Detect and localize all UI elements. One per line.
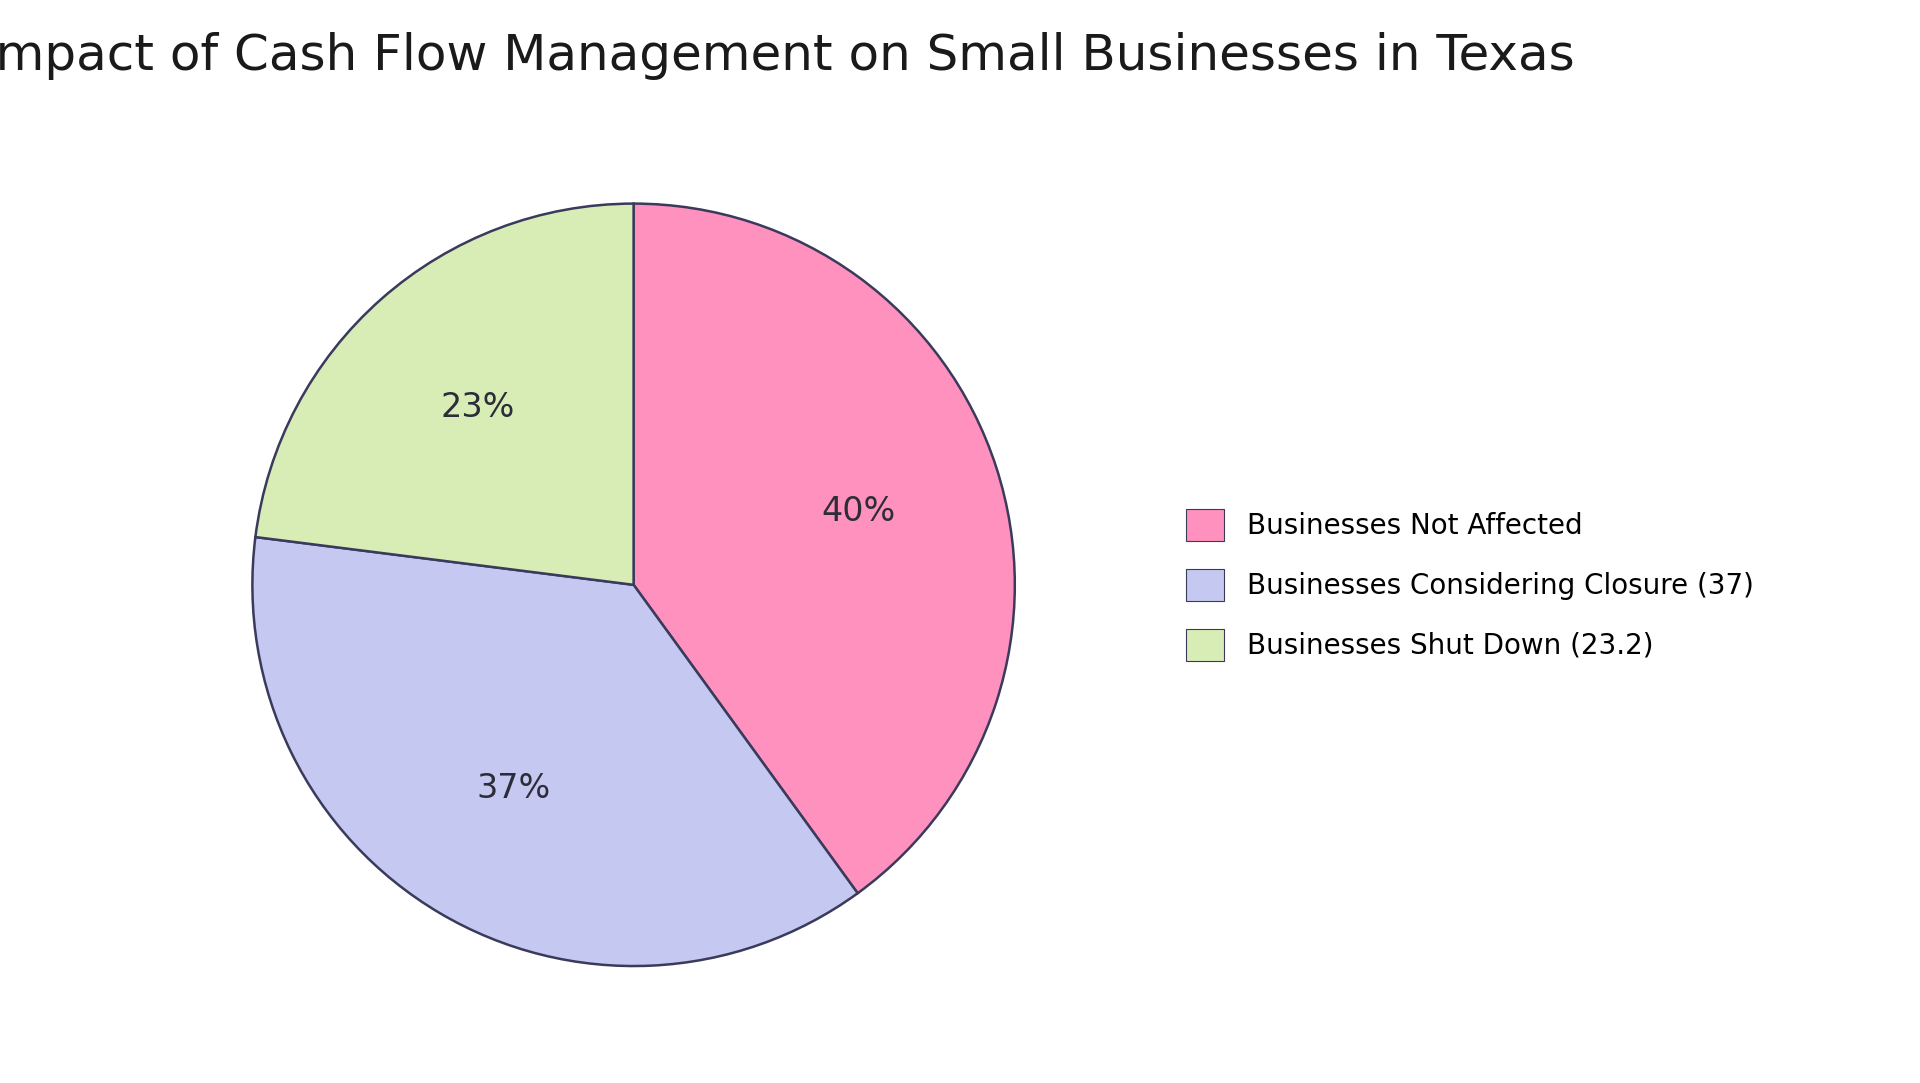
Wedge shape bbox=[252, 537, 858, 966]
Legend: Businesses Not Affected, Businesses Considering Closure (37), Businesses Shut Do: Businesses Not Affected, Businesses Cons… bbox=[1171, 495, 1768, 675]
Wedge shape bbox=[255, 204, 634, 585]
Wedge shape bbox=[634, 204, 1016, 893]
Text: 37%: 37% bbox=[476, 772, 551, 805]
Text: Impact of Cash Flow Management on Small Businesses in Texas: Impact of Cash Flow Management on Small … bbox=[0, 32, 1574, 80]
Text: 23%: 23% bbox=[440, 391, 515, 425]
Text: 40%: 40% bbox=[822, 495, 895, 529]
